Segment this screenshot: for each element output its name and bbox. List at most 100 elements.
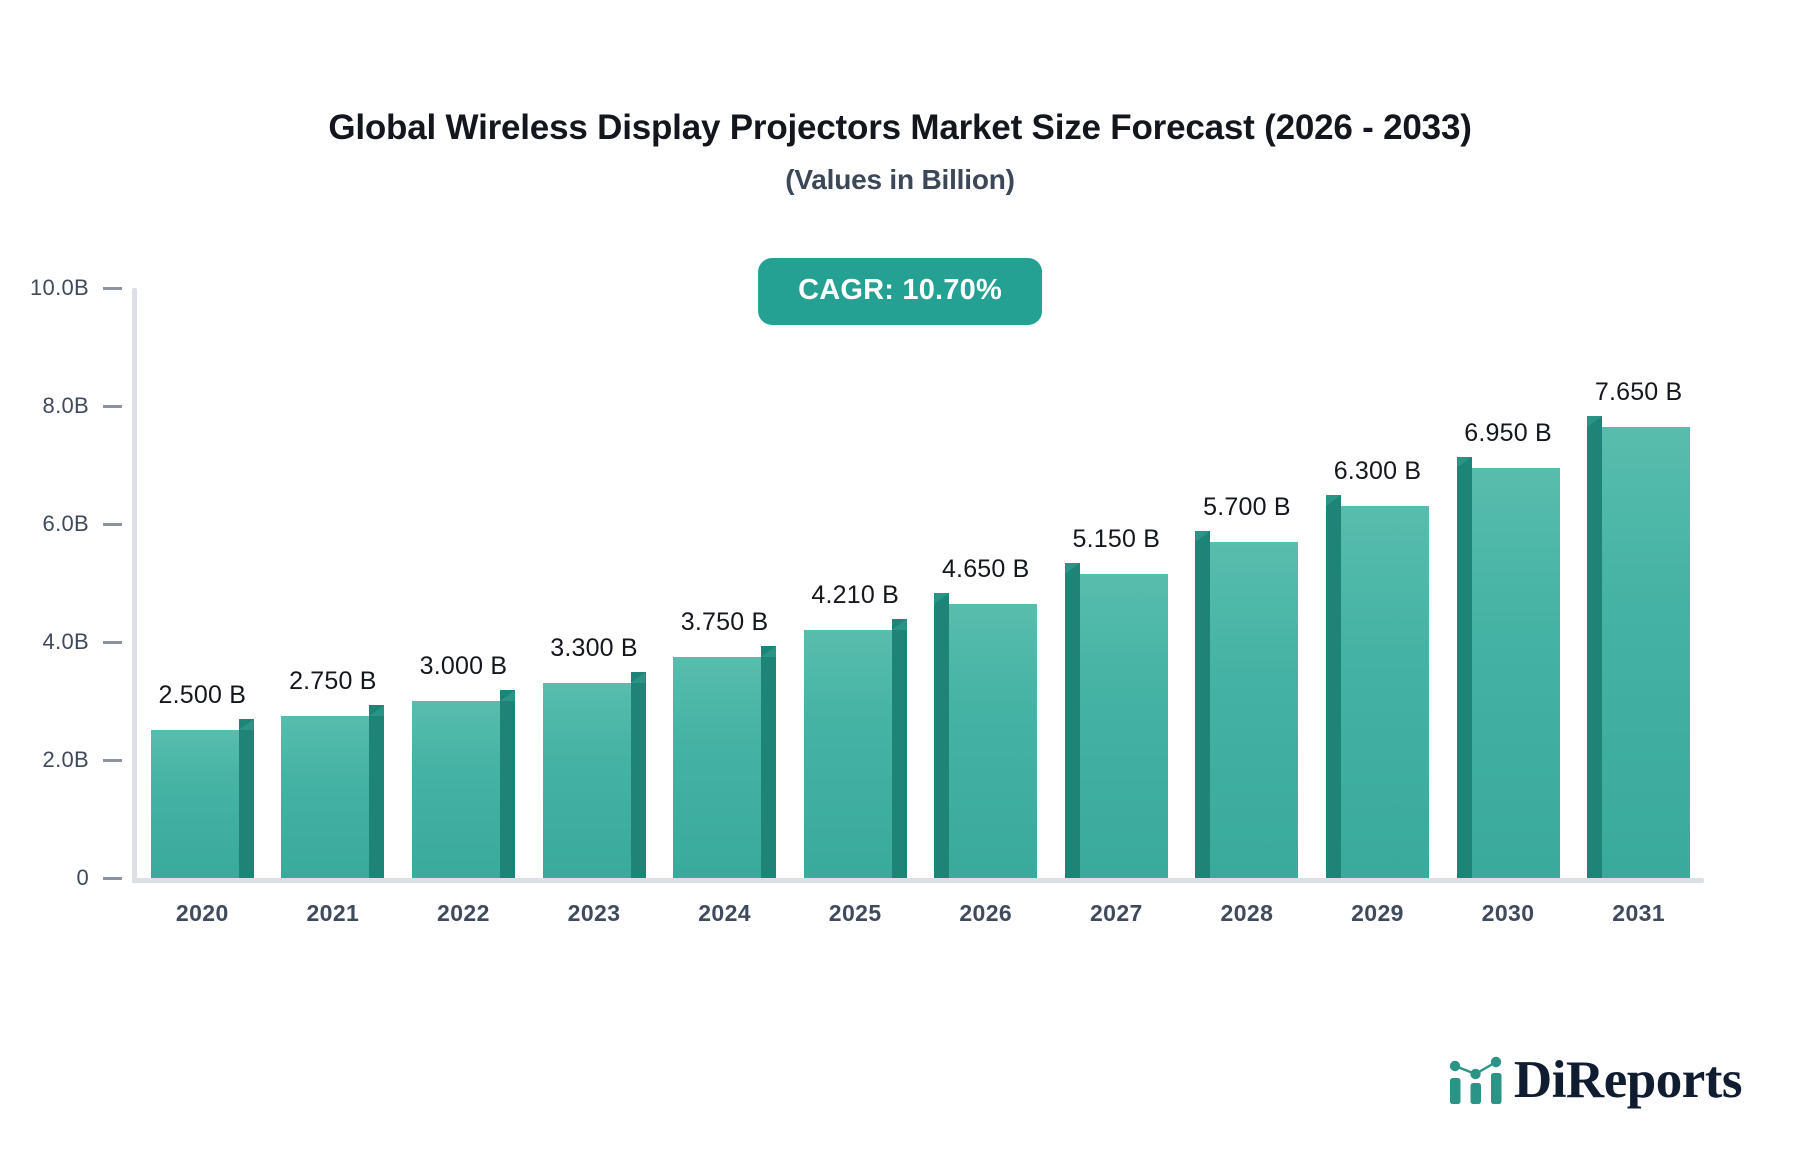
bar-top-face	[1195, 531, 1211, 542]
bar-value-label: 2.750 B	[289, 667, 377, 695]
bar-slot: 2.500 B	[137, 288, 268, 878]
bar-side-face	[1064, 563, 1080, 878]
bar-body	[1587, 416, 1691, 878]
bar-side-face	[1587, 416, 1603, 878]
bar-value-label: 5.700 B	[1203, 493, 1291, 521]
y-axis-tick-label: 2.0B	[42, 747, 89, 772]
bar-slot: 6.950 B	[1443, 288, 1574, 878]
bar-slot: 3.300 B	[529, 288, 660, 878]
x-axis-line	[132, 878, 1704, 883]
bar-body	[1456, 457, 1560, 878]
bar-value-label: 3.750 B	[680, 608, 769, 636]
y-axis-line	[132, 288, 137, 883]
x-axis-label-2030: 2030	[1481, 900, 1535, 926]
bar-front-face	[1602, 427, 1691, 878]
bar-body	[1195, 531, 1299, 878]
bar-front-face	[673, 657, 762, 878]
x-axis-label-2025: 2025	[828, 900, 882, 926]
bar-2025[interactable]: 4.210 B	[803, 581, 907, 878]
x-axis-label-2021: 2021	[306, 900, 360, 926]
bar-top-face	[1325, 495, 1341, 506]
x-axis-label-2022: 2022	[437, 900, 490, 926]
bar-2020[interactable]: 2.500 B	[150, 681, 254, 878]
y-axis-tick-mark	[103, 640, 122, 644]
x-axis-label-2026: 2026	[959, 900, 1013, 926]
bar-value-label: 6.950 B	[1464, 419, 1552, 447]
bar-top-face	[369, 705, 385, 716]
bar-slot: 5.150 B	[1051, 288, 1182, 878]
bar-side-face	[1195, 531, 1211, 878]
plot-area: 2.500 B 2.750 B 3.000 B 3.300 B 3.750 B 4.210…	[132, 288, 1704, 883]
page-title: Global Wireless Display Projectors Marke…	[328, 108, 1472, 147]
y-axis-tick-mark	[103, 286, 122, 290]
bar-side-face	[238, 719, 254, 878]
bar-slot: 4.210 B	[790, 288, 921, 878]
bar-chart-icon	[1449, 1056, 1502, 1104]
y-axis-tick-mark	[103, 876, 122, 880]
bar-2030[interactable]: 6.950 B	[1456, 419, 1560, 878]
bar-body	[803, 619, 907, 878]
bar-side-face	[630, 672, 646, 878]
bar-front-face	[281, 716, 370, 878]
bar-top-face	[630, 672, 646, 683]
bar-front-face	[1210, 542, 1299, 878]
bar-body	[1064, 563, 1168, 878]
bar-side-face	[934, 593, 950, 878]
bar-side-face	[369, 705, 385, 878]
y-axis-tick-label: 6.0B	[42, 511, 89, 536]
x-axis-label-2029: 2029	[1351, 900, 1404, 926]
y-axis-tick-mark	[103, 522, 122, 526]
bar-body	[934, 593, 1038, 878]
bar-2029[interactable]: 6.300 B	[1325, 457, 1429, 878]
bar-slot: 5.700 B	[1182, 288, 1313, 878]
bar-top-face	[1456, 457, 1472, 468]
bar-front-face	[411, 701, 500, 878]
y-axis-tick-label: 10.0B	[30, 275, 89, 300]
bar-front-face	[1471, 468, 1560, 878]
bar-2022[interactable]: 3.000 B	[411, 652, 515, 878]
x-axis-label-2027: 2027	[1089, 900, 1143, 926]
bar-value-label: 6.300 B	[1333, 457, 1422, 485]
y-axis-tick-mark	[103, 404, 122, 408]
bar-slot: 3.750 B	[659, 288, 790, 878]
bar-front-face	[949, 604, 1038, 878]
bar-top-face	[891, 619, 907, 630]
bar-slot: 6.300 B	[1312, 288, 1443, 878]
bar-side-face	[1456, 457, 1472, 878]
bar-2021[interactable]: 2.750 B	[281, 667, 385, 878]
bar-top-face	[761, 646, 777, 657]
bar-body	[673, 646, 777, 878]
y-axis-tick-mark	[103, 758, 122, 762]
x-axis-label-2024: 2024	[698, 900, 751, 926]
y-axis-tick-label: 0	[76, 865, 89, 890]
bar-front-face	[1079, 574, 1168, 878]
bar-value-label: 7.650 B	[1594, 378, 1683, 406]
bar-2031[interactable]: 7.650 B	[1587, 378, 1691, 878]
bar-slot: 7.650 B	[1573, 288, 1704, 878]
bar-side-face	[499, 690, 515, 878]
bar-2027[interactable]: 5.150 B	[1064, 525, 1168, 878]
bar-side-face	[891, 619, 907, 878]
bar-body	[150, 719, 254, 878]
y-axis-tick-label: 4.0B	[42, 629, 89, 654]
bar-slot: 3.000 B	[398, 288, 529, 878]
bar-2028[interactable]: 5.700 B	[1195, 493, 1299, 878]
cagr-badge: CAGR: 10.70%	[758, 258, 1042, 325]
bar-top-face	[1064, 563, 1080, 574]
bar-top-face	[238, 719, 254, 730]
bar-2026[interactable]: 4.650 B	[934, 555, 1038, 878]
bar-value-label: 3.300 B	[550, 634, 638, 662]
bar-2023[interactable]: 3.300 B	[542, 634, 646, 878]
bar-value-label: 2.500 B	[158, 681, 247, 709]
bar-2024[interactable]: 3.750 B	[673, 608, 777, 878]
bar-body	[281, 705, 385, 878]
chart-subtitle: (Values in Billion)	[785, 164, 1015, 196]
bar-value-label: 4.650 B	[941, 555, 1030, 583]
bar-body	[1325, 495, 1429, 878]
bar-top-face	[934, 593, 950, 604]
x-axis-label-2031: 2031	[1612, 900, 1666, 926]
title-block: Global Wireless Display Projectors Marke…	[0, 108, 1800, 196]
x-axis-label-2023: 2023	[567, 900, 621, 926]
y-axis-tick-label: 8.0B	[42, 393, 89, 418]
